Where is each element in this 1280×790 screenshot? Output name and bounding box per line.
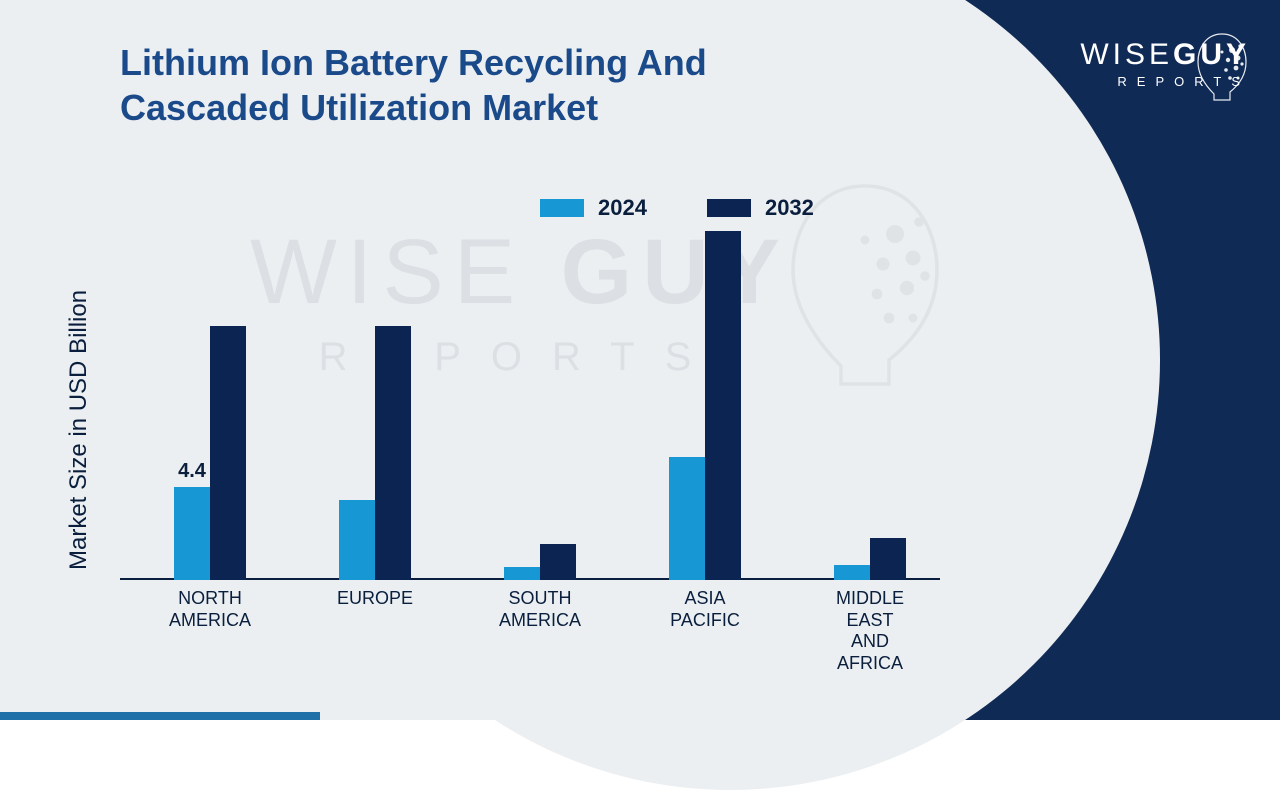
category-label: MIDDLE EAST AND AFRICA [836,588,904,674]
plot-area: 4.4NORTH AMERICA EUROPE SOUTH AMERICA ASIA … [120,220,940,580]
bar-group: 4.4NORTH AMERICA [150,326,270,580]
logo-text-1: WISE [1080,38,1173,71]
legend-label: 2024 [598,195,647,221]
legend-item: 2032 [707,195,814,221]
right-brand-panel [950,0,1280,720]
legend: 2024 2032 [540,195,814,221]
bar-2032 [210,326,246,580]
bar-group: EUROPE [315,326,435,580]
chart-title: Lithium Ion Battery Recycling And Cascad… [120,40,840,130]
brand-logo: WISEGUY REPORTS [1080,38,1250,89]
category-label: SOUTH AMERICA [499,588,581,631]
bottom-accent-bar [0,712,320,720]
legend-swatch [707,199,751,217]
bar-2024 [669,457,705,580]
bar-2024 [834,565,870,580]
bar-group: SOUTH AMERICA [480,544,600,580]
bar-2032 [870,538,906,580]
category-label: ASIA PACIFIC [670,588,740,631]
bar-group: MIDDLE EAST AND AFRICA [810,538,930,580]
bar-2024 [339,500,375,580]
bar-2032 [375,326,411,580]
y-axis-label: Market Size in USD Billion [65,290,93,570]
legend-item: 2024 [540,195,647,221]
legend-label: 2032 [765,195,814,221]
bar-2024 [174,487,210,580]
legend-swatch [540,199,584,217]
bar-2032 [705,231,741,580]
bar-2032 [540,544,576,580]
category-label: EUROPE [337,588,413,610]
logo-head-icon [1192,32,1252,102]
category-label: NORTH AMERICA [169,588,251,631]
bar-value-label: 4.4 [178,460,206,487]
bar-2024 [504,567,540,580]
bar-group: ASIA PACIFIC [645,231,765,580]
chart-canvas: WISEGUY REPORTS WISE GUY REPORTS Lithium… [0,0,1280,720]
